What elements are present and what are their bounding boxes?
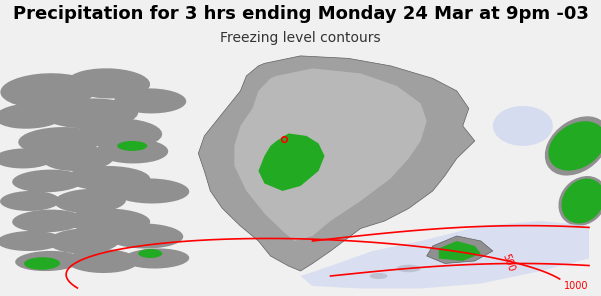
Polygon shape (258, 133, 325, 191)
Ellipse shape (117, 141, 147, 151)
Ellipse shape (138, 249, 162, 258)
Ellipse shape (123, 248, 189, 268)
Ellipse shape (111, 178, 189, 203)
Ellipse shape (0, 103, 66, 129)
Ellipse shape (1, 73, 96, 109)
Text: 500: 500 (500, 252, 516, 273)
Ellipse shape (24, 257, 60, 270)
Text: 1000: 1000 (564, 281, 588, 292)
Polygon shape (427, 236, 493, 263)
Ellipse shape (548, 121, 601, 170)
Polygon shape (439, 241, 481, 261)
Ellipse shape (96, 139, 168, 163)
Ellipse shape (48, 229, 120, 254)
Polygon shape (234, 68, 427, 241)
Ellipse shape (42, 146, 114, 171)
Text: Precipitation for 3 hrs ending Monday 24 Mar at 9pm -03: Precipitation for 3 hrs ending Monday 24… (13, 5, 588, 23)
Polygon shape (198, 56, 475, 271)
Ellipse shape (66, 208, 150, 234)
Ellipse shape (0, 191, 60, 211)
Ellipse shape (545, 116, 601, 176)
Ellipse shape (493, 106, 553, 146)
Ellipse shape (15, 251, 81, 271)
Text: Freezing level contours: Freezing level contours (220, 30, 381, 45)
Ellipse shape (66, 68, 150, 99)
Ellipse shape (370, 273, 388, 279)
Ellipse shape (12, 210, 84, 232)
Ellipse shape (66, 166, 150, 191)
Ellipse shape (18, 127, 102, 155)
Ellipse shape (0, 148, 54, 168)
Ellipse shape (12, 170, 84, 192)
Ellipse shape (114, 89, 186, 113)
Ellipse shape (66, 249, 138, 273)
Ellipse shape (54, 189, 126, 213)
Ellipse shape (558, 176, 601, 226)
Ellipse shape (561, 178, 601, 223)
Ellipse shape (0, 231, 63, 251)
Ellipse shape (42, 98, 138, 128)
Ellipse shape (397, 265, 421, 272)
Polygon shape (300, 221, 589, 289)
Ellipse shape (105, 223, 183, 249)
Ellipse shape (78, 118, 162, 149)
